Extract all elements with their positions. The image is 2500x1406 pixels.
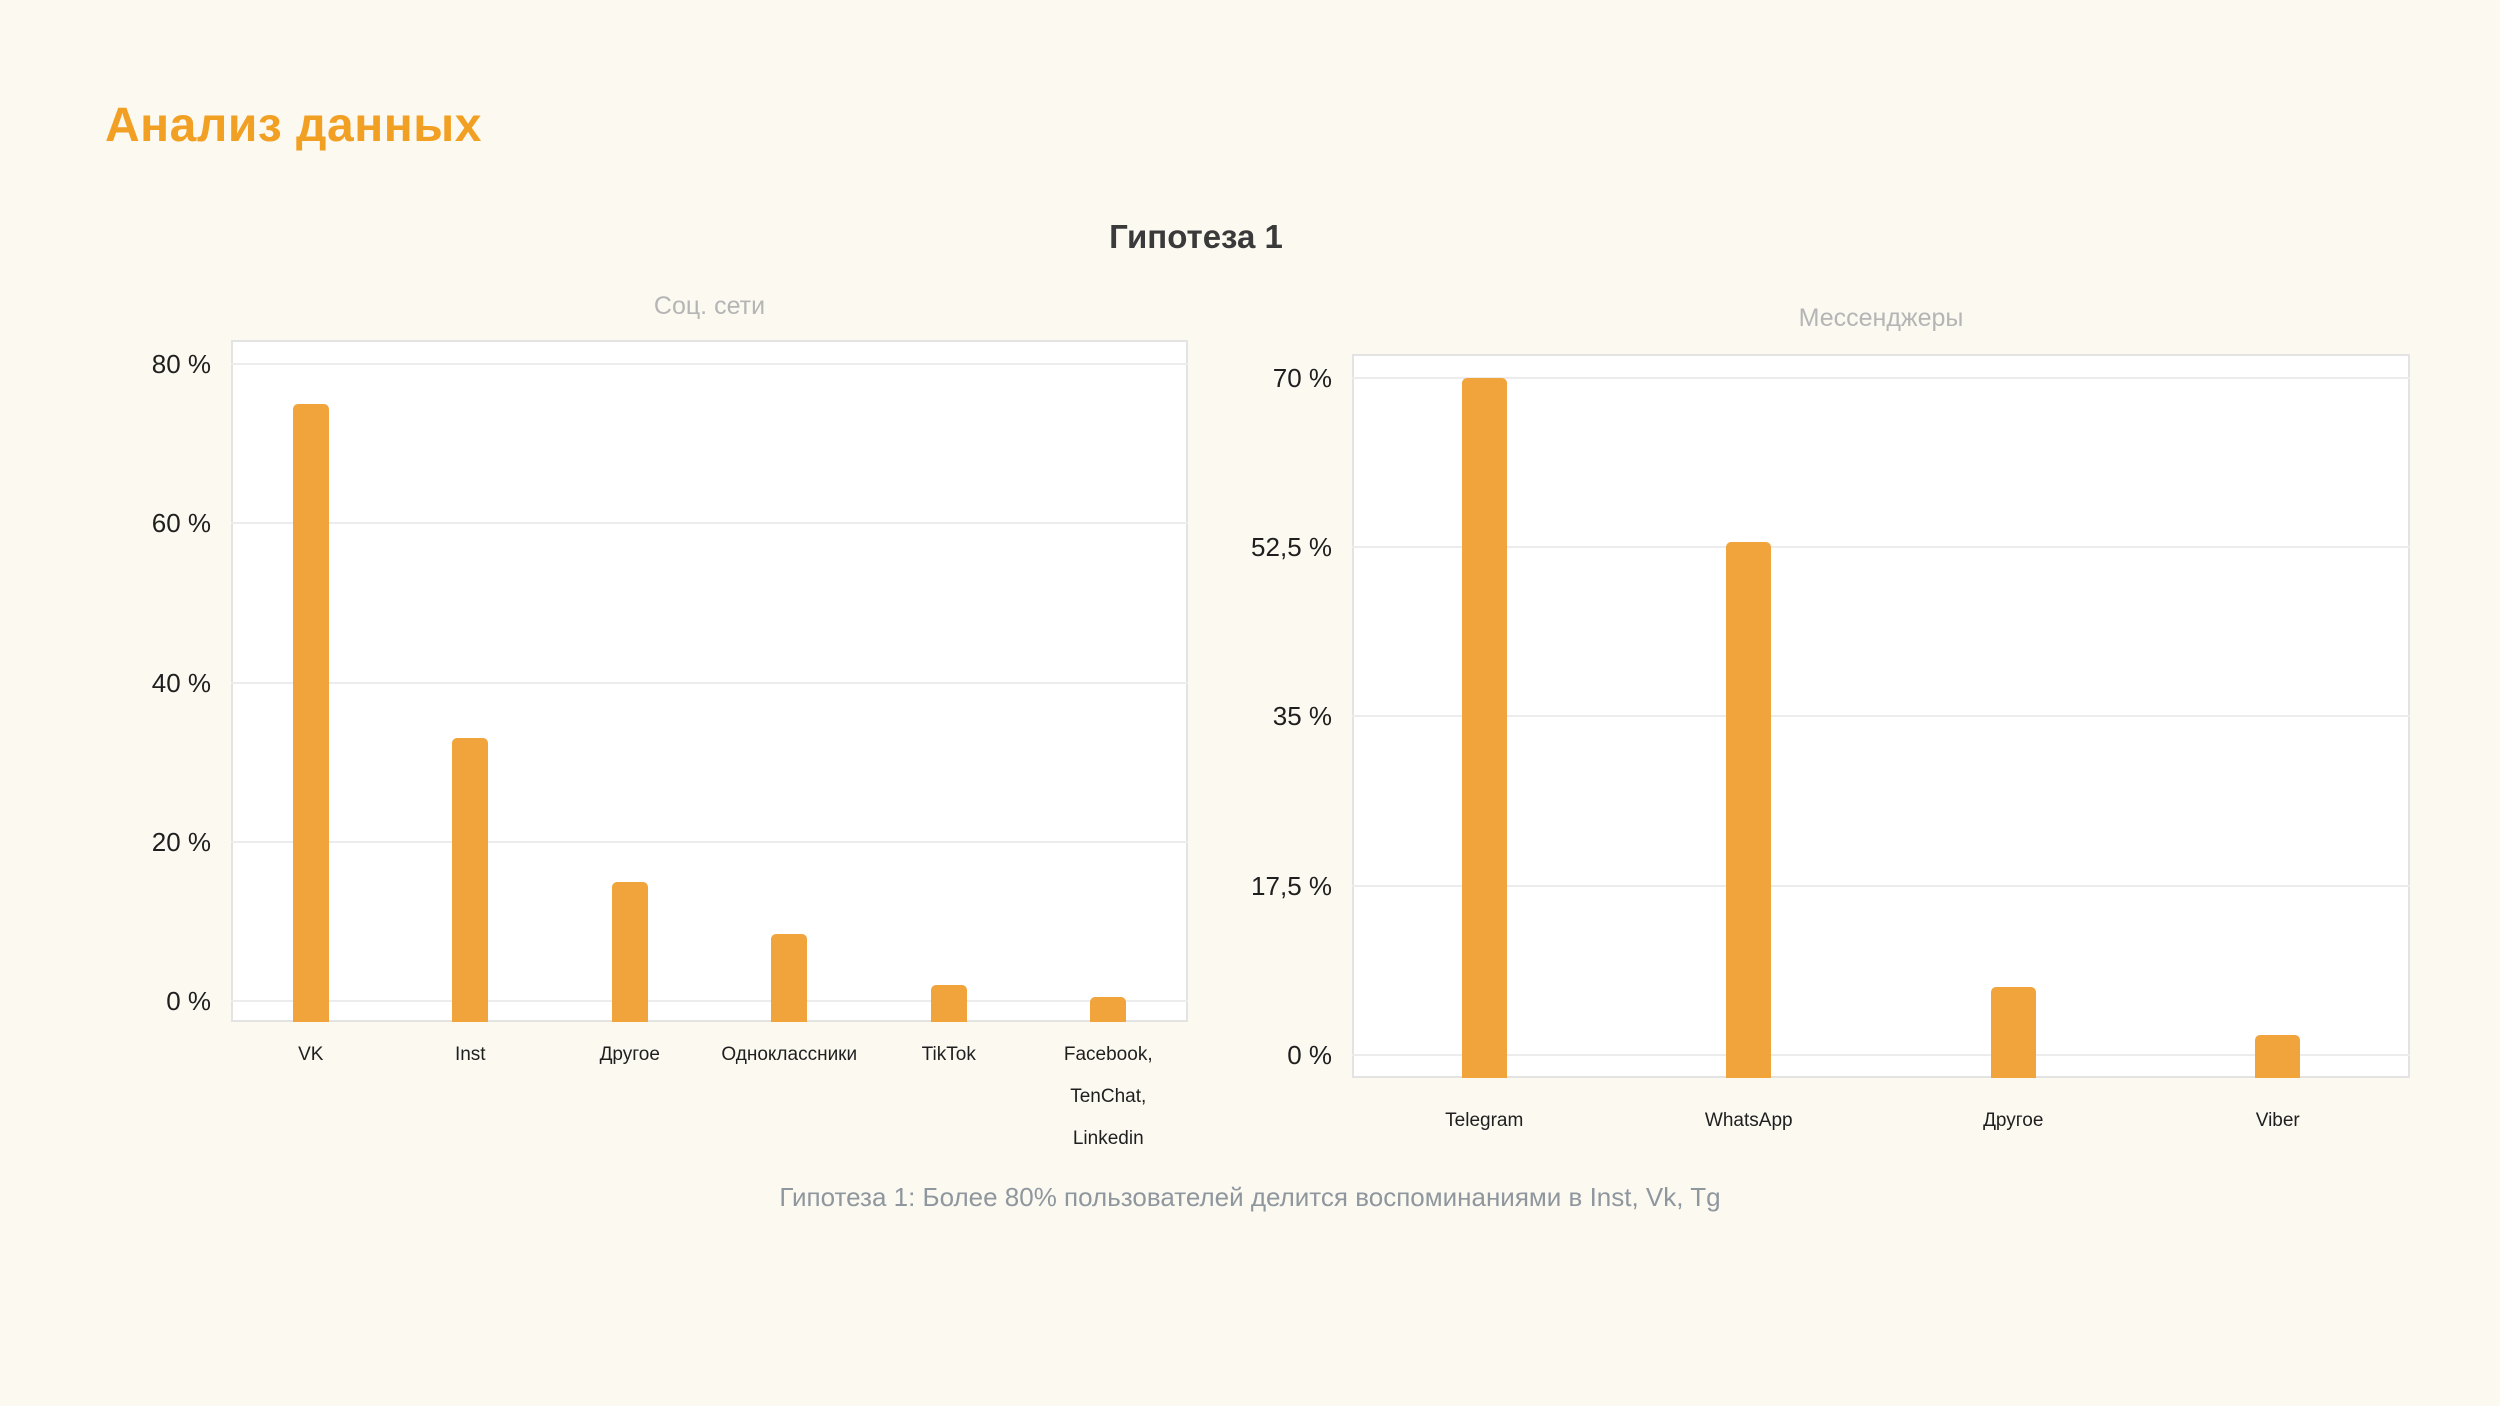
bar xyxy=(1090,997,1127,1022)
social-networks-chart-title: Соц. сети xyxy=(653,292,766,320)
x-category-label: VK xyxy=(298,1044,324,1065)
y-tick-label: 0 % xyxy=(1287,1039,1332,1070)
y-tick-label: 40 % xyxy=(151,667,211,698)
messengers-chart-title: Мессенджеры xyxy=(1798,304,1964,332)
gridline xyxy=(1352,715,2410,718)
bar xyxy=(611,881,648,1022)
gridline xyxy=(1352,1053,2410,1056)
y-tick-label: 60 % xyxy=(151,508,211,539)
bar xyxy=(452,738,489,1022)
gridline xyxy=(231,681,1188,684)
bar xyxy=(1990,987,2036,1078)
gridline xyxy=(1352,546,2410,549)
bar xyxy=(1726,542,1772,1078)
gridline xyxy=(231,1000,1188,1003)
gridline xyxy=(1352,884,2410,887)
hypothesis-caption: Гипотеза 1: Более 80% пользователей дели… xyxy=(779,1182,1721,1212)
y-tick-label: 35 % xyxy=(1272,701,1332,732)
x-category-label: Inst xyxy=(454,1044,486,1065)
x-category-label: WhatsApp xyxy=(1704,1110,1793,1131)
y-tick-label: 80 % xyxy=(151,348,211,379)
y-tick-label: 52,5 % xyxy=(1251,532,1332,563)
y-tick-label: 70 % xyxy=(1272,363,1332,394)
y-tick-label: 0 % xyxy=(166,986,211,1017)
x-category-label: Другое xyxy=(599,1044,660,1065)
x-category-label: Другое xyxy=(1983,1110,2044,1131)
x-category-label: Одноклассники xyxy=(721,1044,858,1065)
bar xyxy=(930,985,967,1022)
gridline xyxy=(231,522,1188,525)
social-networks-chart-plot xyxy=(231,340,1188,1022)
x-category-label: Facebook, TenChat, Linkedin xyxy=(1063,1044,1153,1149)
bar xyxy=(2255,1035,2301,1078)
gridline xyxy=(231,362,1188,365)
y-tick-label: 17,5 % xyxy=(1251,870,1332,901)
page-title: Анализ данных xyxy=(105,99,482,152)
x-category-label: Telegram xyxy=(1445,1110,1524,1131)
x-category-label: Viber xyxy=(2255,1110,2300,1131)
gridline xyxy=(231,840,1188,843)
gridline xyxy=(1352,377,2410,380)
y-tick-label: 20 % xyxy=(151,826,211,857)
x-category-label: TikTok xyxy=(921,1044,976,1065)
bar xyxy=(1461,378,1507,1078)
hypothesis-title: Гипотеза 1 xyxy=(1109,218,1283,255)
bar xyxy=(292,403,329,1022)
bar xyxy=(771,933,808,1022)
